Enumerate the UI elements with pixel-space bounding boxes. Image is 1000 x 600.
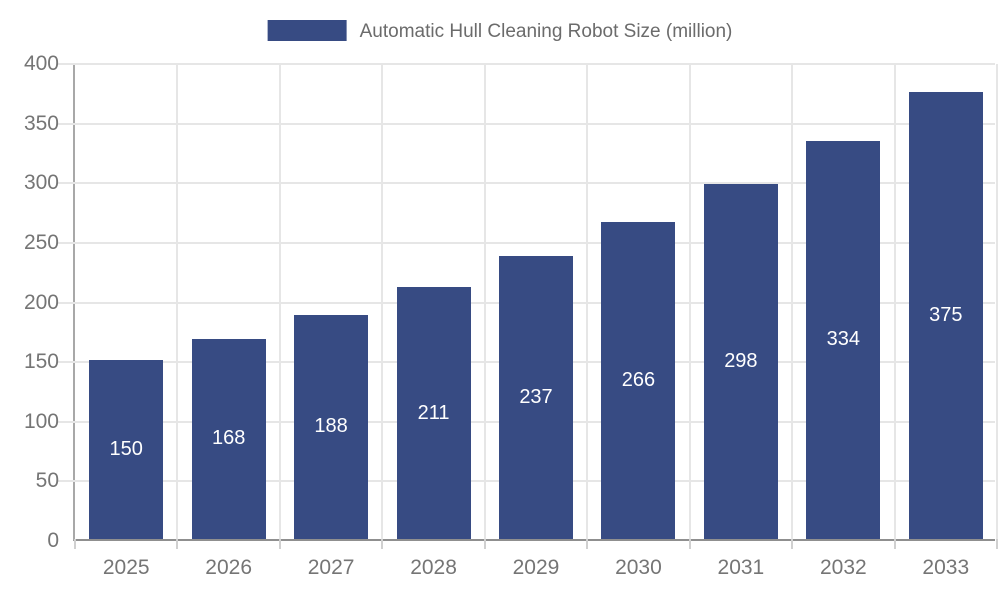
plot-area: 0 50 100 150 200 250 300 350 400 150 168 188 211 237 2… <box>24 53 998 579</box>
y-tick-label: 300 <box>23 171 59 195</box>
x-tick-label: 2032 <box>819 556 867 579</box>
bar[interactable]: 334 <box>806 140 881 539</box>
x-tick-label: 2031 <box>717 556 765 579</box>
bar[interactable]: 211 <box>396 287 471 539</box>
bar-value-label: 266 <box>621 368 656 391</box>
x-axis-tick <box>586 539 589 549</box>
x-tick-label: 2030 <box>615 556 662 579</box>
bar[interactable]: 168 <box>191 338 266 539</box>
bar-value-label: 168 <box>211 427 246 450</box>
legend-item[interactable]: Automatic Hull Cleaning Robot Size (mill… <box>267 20 733 42</box>
x-axis-tick <box>176 539 179 549</box>
bar-value-label: 188 <box>314 415 348 438</box>
v-gridline <box>483 64 486 539</box>
x-tick-label: 2027 <box>307 556 355 579</box>
bar[interactable]: 266 <box>601 221 676 539</box>
v-gridline <box>791 64 794 539</box>
x-axis-tick <box>791 539 794 549</box>
legend-swatch <box>267 20 347 41</box>
y-tick-label: 150 <box>23 350 59 374</box>
h-gridline <box>57 241 995 244</box>
x-axis-tick <box>483 539 486 549</box>
x-axis-tick <box>893 539 896 549</box>
v-gridline <box>278 64 281 539</box>
x-axis-tick <box>278 539 281 549</box>
v-gridline <box>176 64 179 539</box>
x-tick-label: 2026 <box>205 556 253 579</box>
v-gridline <box>586 64 589 539</box>
x-axis-tick <box>996 539 998 549</box>
v-gridline <box>381 64 384 539</box>
bar[interactable]: 188 <box>294 314 369 539</box>
x-tick-label: 2025 <box>102 556 150 579</box>
x-tick-label: 2033 <box>922 556 970 579</box>
bar-value-label: 211 <box>417 401 450 424</box>
y-tick-label: 250 <box>23 230 59 254</box>
bar-value-label: 334 <box>826 328 861 351</box>
y-tick-label: 200 <box>23 290 59 314</box>
x-tick-label: 2028 <box>410 556 457 579</box>
bar-value-label: 298 <box>724 349 758 372</box>
h-gridline <box>57 122 995 125</box>
bar-value-label: 150 <box>109 438 143 461</box>
bar[interactable]: 298 <box>703 183 778 539</box>
y-tick-label: 100 <box>23 409 59 433</box>
y-tick-label: 50 <box>35 469 59 493</box>
v-gridline <box>688 64 691 539</box>
y-tick-label: 400 <box>23 52 59 75</box>
legend-label: Automatic Hull Cleaning Robot Size (mill… <box>359 20 733 42</box>
x-axis-tick <box>74 539 76 549</box>
y-tick-label: 350 <box>23 111 59 135</box>
x-axis-tick <box>381 539 384 549</box>
v-gridline <box>996 64 998 539</box>
bar[interactable]: 150 <box>89 360 164 539</box>
v-gridline <box>893 64 896 539</box>
h-gridline <box>57 182 995 185</box>
bar-value-label: 237 <box>519 386 553 409</box>
bar[interactable]: 375 <box>908 91 983 539</box>
h-gridline <box>57 63 995 65</box>
x-axis-tick <box>688 539 691 549</box>
bar-value-label: 375 <box>929 303 963 326</box>
x-tick-label: 2029 <box>512 556 560 579</box>
bar[interactable]: 237 <box>499 256 573 539</box>
y-tick-label: 0 <box>47 529 59 552</box>
